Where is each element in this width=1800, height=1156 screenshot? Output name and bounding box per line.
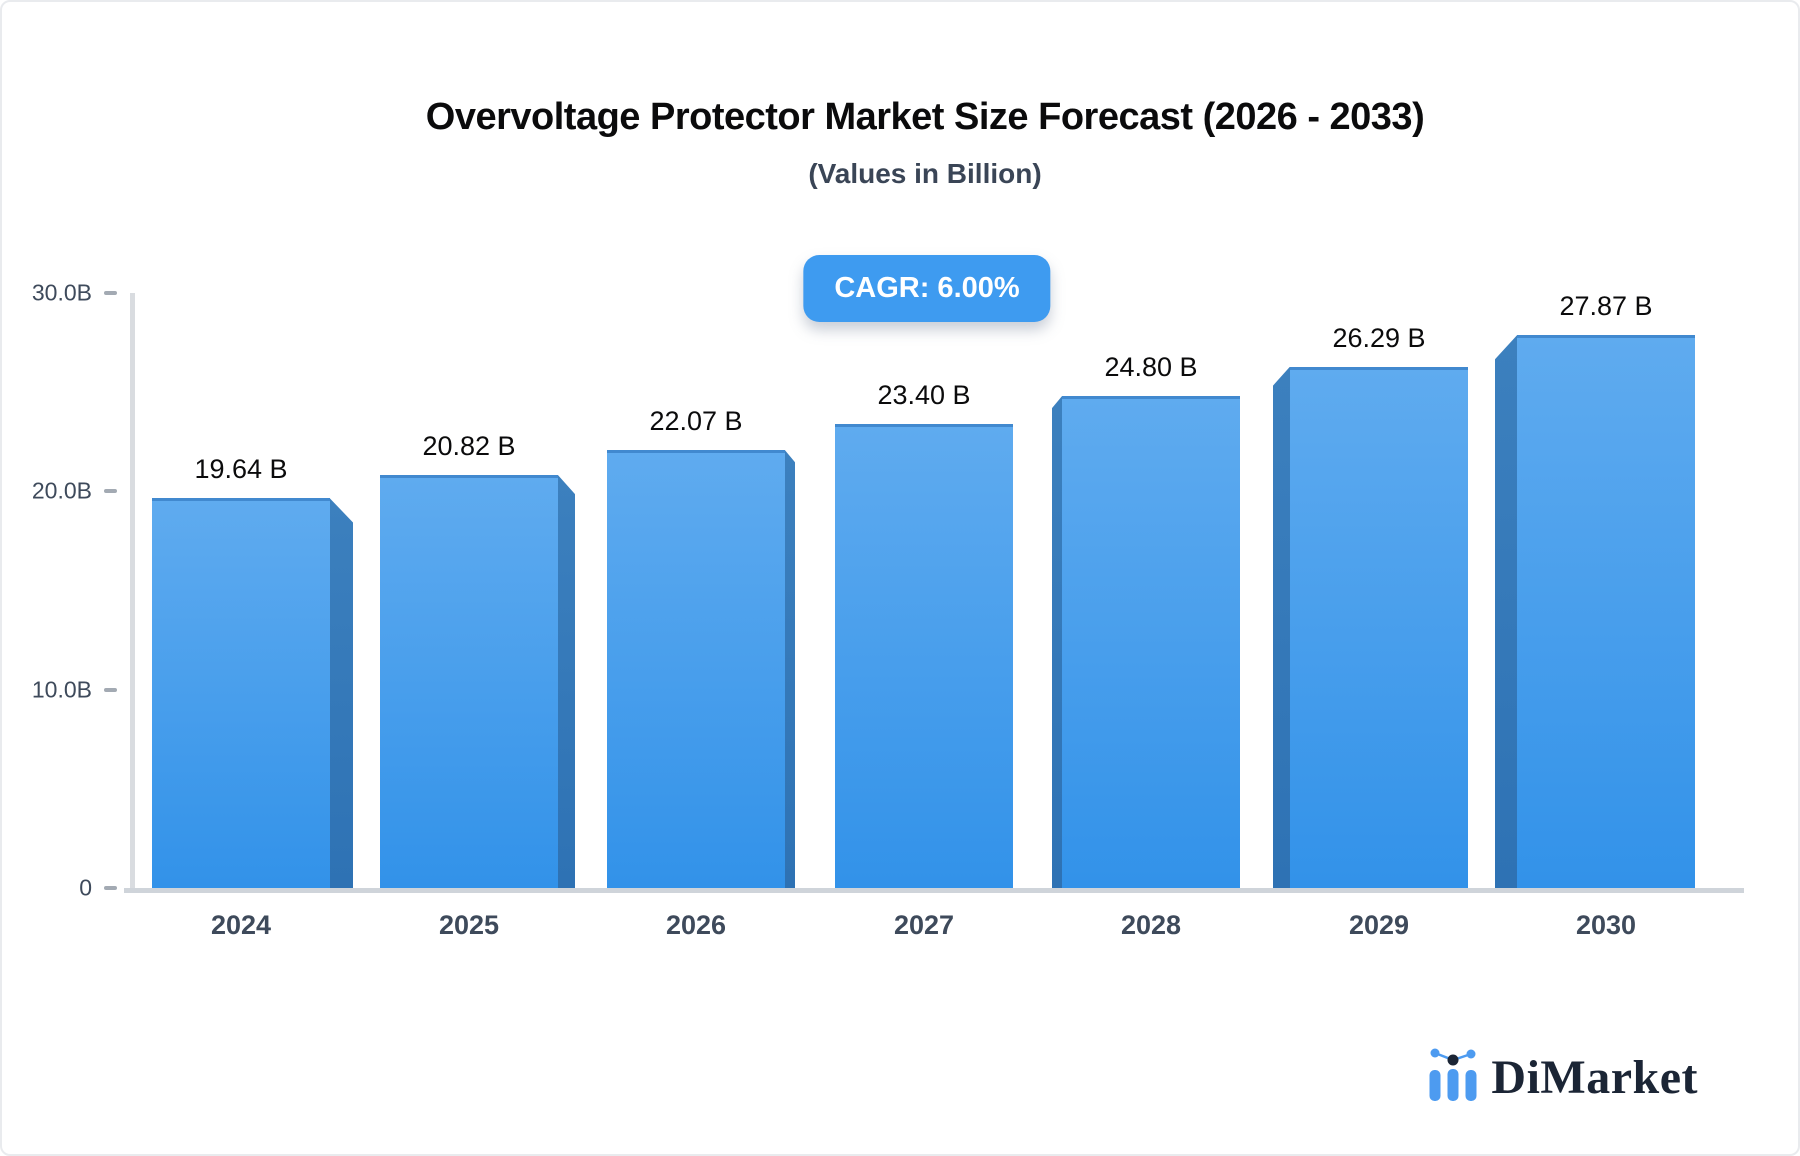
bar-value-label: 20.82 B [422,431,516,462]
y-axis-tick-mark [104,291,117,295]
x-axis-label: 2025 [438,910,500,940]
bar-value-label: 24.80 B [1104,352,1198,383]
bar-value-label: 26.29 B [1332,322,1426,353]
bar-side-face [1495,335,1517,888]
bar-value-label: 19.64 B [194,454,288,485]
bar-face [1062,396,1240,888]
bar-face [380,475,558,888]
bar-face [1290,366,1468,888]
x-axis-line [124,888,1744,893]
bar-side-face [330,498,353,888]
bar-face [152,498,330,888]
bar-side-face [558,475,575,888]
x-axis-label: 2024 [210,910,272,940]
x-axis-label: 2030 [1575,910,1637,940]
bar-value-label: 22.07 B [649,406,743,437]
bar-side-face [1052,396,1062,888]
y-axis-tick-label: 0 [79,874,92,901]
bar-value-label: 27.87 B [1559,291,1653,322]
bar-face [607,450,785,888]
bar-side-face [785,450,795,888]
y-axis-tick-label: 10.0B [31,676,92,703]
x-axis-label: 2029 [1348,910,1410,940]
bar-value-label: 23.40 B [877,379,971,410]
x-axis-label: 2028 [1120,910,1182,940]
bar-face [1517,335,1695,888]
x-axis-label: 2026 [665,910,727,940]
bar-face [835,423,1013,888]
y-axis-tick-mark [104,687,117,692]
y-axis-tick-label: 20.0B [31,477,92,504]
cagr-badge: CAGR: 6.00% [803,255,1051,322]
chart-title: Overvoltage Protector Market Size Foreca… [425,96,1425,138]
brand-logo: DiMarket [1427,1044,1698,1102]
y-axis-tick-mark [104,886,117,890]
chart-subtitle: (Values in Billion) [808,158,1042,189]
y-axis-line [130,293,135,888]
y-axis-tick-mark [104,489,117,494]
y-axis-tick-label: 30.0B [31,279,92,306]
x-axis-label: 2027 [893,910,955,940]
dimarket-logo-icon [1429,1048,1477,1101]
bar-side-face [1273,366,1290,888]
brand-name: DiMarket [1491,1051,1698,1104]
